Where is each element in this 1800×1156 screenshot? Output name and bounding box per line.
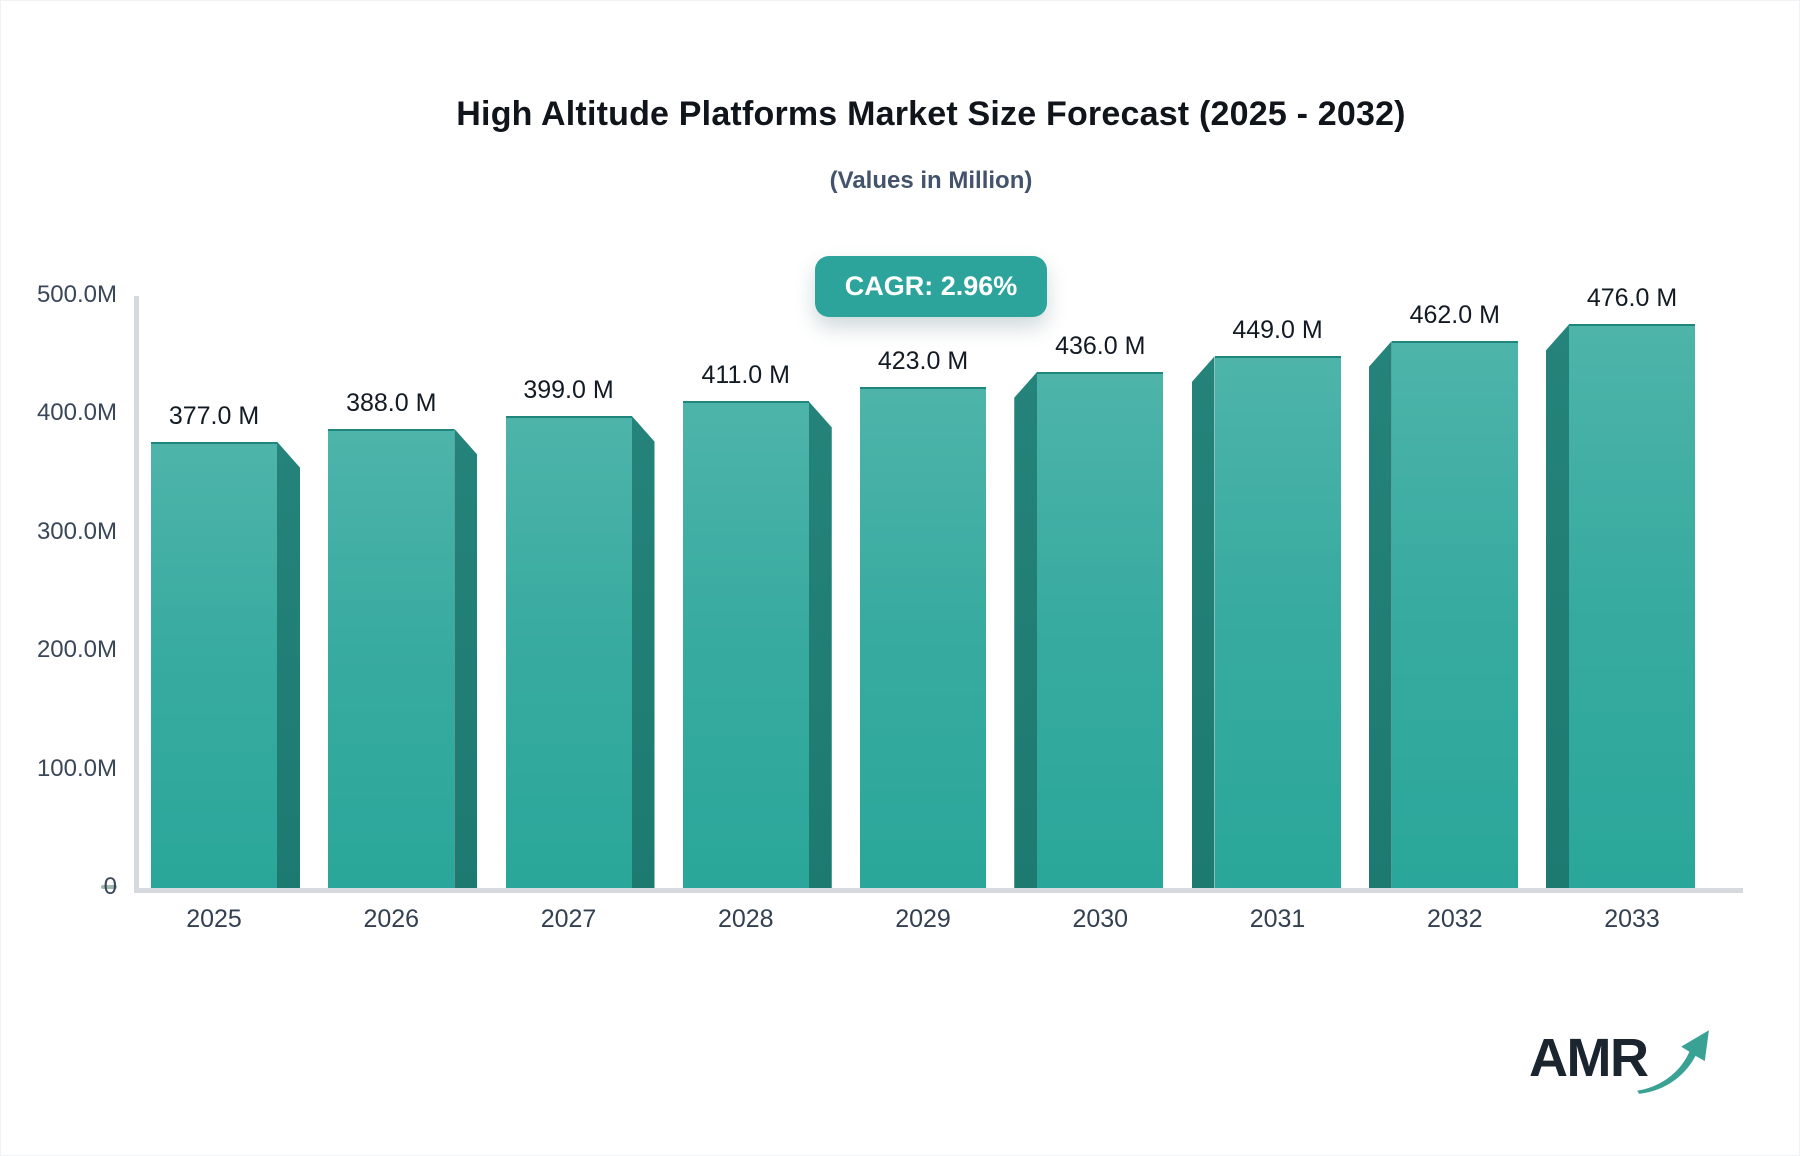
bar-2028 [682,401,809,888]
bar-value-label: 462.0 M [1409,300,1500,329]
x-tick-label: 2025 [186,905,242,933]
bar-2031 [1214,356,1341,888]
y-tick-label: 300.0M [36,517,117,545]
bar-2027 [505,415,632,888]
bar-2029 [860,387,986,888]
bar-2025 [151,441,277,888]
bar-side-2030 [1014,371,1038,888]
y-axis-line [134,296,139,893]
bar-side-2026 [454,428,478,888]
bar-2030 [1037,371,1164,888]
bar-side-2028 [808,401,832,888]
bar-value-label: 377.0 M [168,401,260,430]
amr-logo: AMR [1529,1028,1713,1095]
amr-logo-text: AMR [1529,1028,1649,1088]
bar-side-2033 [1546,324,1569,888]
bar-value-label: 436.0 M [1055,331,1146,360]
x-tick-label: 2033 [1604,905,1660,933]
x-tick-label: 2026 [363,905,420,933]
bar-side-2027 [631,415,655,888]
y-tick-label: 100.0M [36,754,117,782]
x-tick-label: 2032 [1426,905,1483,933]
bar-side-2031 [1191,356,1215,888]
bar-value-label: 399.0 M [523,375,614,404]
y-tick-label: 500.0M [36,281,117,308]
x-axis-line [134,888,1743,893]
bar-side-2032 [1368,340,1392,888]
y-tick-label: 0 [103,873,117,900]
bar-2033 [1569,324,1695,888]
bar-2026 [328,428,455,888]
zero-tick-mark [101,885,117,889]
x-tick-label: 2027 [540,905,597,933]
x-tick-label: 2029 [895,905,951,933]
y-tick-label: 400.0M [36,399,117,427]
y-tick-label: 200.0M [36,636,117,664]
bar-side-2025 [277,441,300,888]
x-tick-label: 2030 [1072,905,1129,933]
growth-arrow-icon [1637,1030,1710,1094]
bar-value-label: 388.0 M [346,388,437,417]
bar-value-label: 411.0 M [701,361,790,390]
x-tick-label: 2028 [717,905,774,933]
bar-value-label: 476.0 M [1586,284,1678,313]
x-tick-label: 2031 [1249,905,1306,933]
chart-title: High Altitude Platforms Market Size Fore… [456,95,1406,133]
cagr-badge-row: CAGR: 2.96% [61,256,1799,317]
bar-value-label: 449.0 M [1232,316,1323,345]
chart-subtitle: (Values in Million) [829,167,1033,194]
cagr-badge: CAGR: 2.96% [814,256,1048,317]
bar-value-label: 423.0 M [877,347,969,376]
bar-2032 [1391,340,1518,888]
